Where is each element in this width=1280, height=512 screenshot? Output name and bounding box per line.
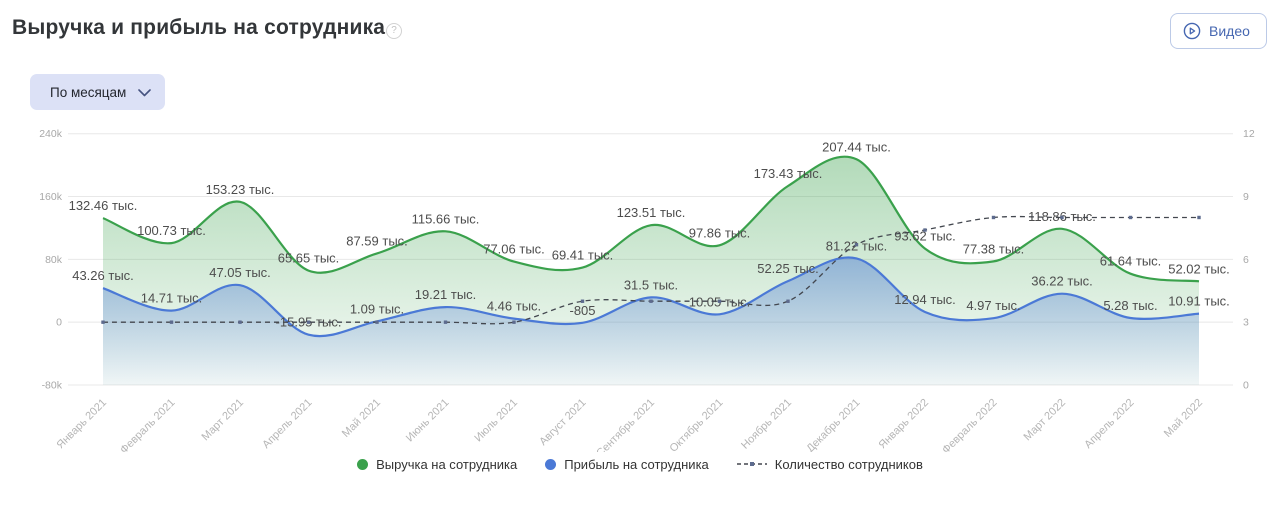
- svg-text:Ноябрь 2021: Ноябрь 2021: [739, 397, 794, 452]
- svg-text:-805: -805: [569, 303, 595, 318]
- legend-item-revenue[interactable]: Выручка на сотрудника: [357, 457, 517, 472]
- svg-text:87.59 тыс.: 87.59 тыс.: [346, 233, 408, 248]
- svg-text:Декабрь 2021: Декабрь 2021: [804, 397, 862, 452]
- svg-text:Июнь 2021: Июнь 2021: [404, 397, 452, 445]
- svg-text:61.64 тыс.: 61.64 тыс.: [1100, 254, 1162, 269]
- svg-text:Октябрь 2021: Октябрь 2021: [668, 397, 726, 452]
- play-icon: [1183, 22, 1201, 40]
- green-dot-icon: [357, 459, 369, 470]
- legend-label: Прибыль на сотрудника: [564, 457, 709, 472]
- period-dropdown-label: По месяцам: [50, 84, 127, 100]
- svg-text:153.23 тыс.: 153.23 тыс.: [206, 182, 275, 197]
- svg-text:Июль 2021: Июль 2021: [472, 397, 520, 445]
- svg-text:Март 2021: Март 2021: [200, 397, 247, 444]
- svg-text:123.51 тыс.: 123.51 тыс.: [617, 205, 686, 220]
- svg-text:9: 9: [1243, 191, 1249, 203]
- svg-text:80k: 80k: [45, 254, 63, 266]
- svg-text:97.86 тыс.: 97.86 тыс.: [689, 225, 751, 240]
- svg-text:Апрель 2021: Апрель 2021: [260, 397, 314, 451]
- svg-text:Май 2022: Май 2022: [1162, 397, 1205, 440]
- video-button-label: Видео: [1209, 23, 1250, 39]
- svg-text:Май 2021: Май 2021: [340, 397, 383, 440]
- svg-text:31.5 тыс.: 31.5 тыс.: [624, 277, 678, 292]
- svg-text:77.38 тыс.: 77.38 тыс.: [963, 241, 1025, 256]
- dashed-line-icon: [736, 457, 767, 472]
- svg-text:0: 0: [56, 317, 62, 329]
- help-icon[interactable]: ?: [386, 23, 402, 39]
- svg-text:43.26 тыс.: 43.26 тыс.: [72, 268, 134, 283]
- svg-text:10.91 тыс.: 10.91 тыс.: [1168, 294, 1230, 309]
- svg-text:5.28 тыс.: 5.28 тыс.: [1103, 298, 1157, 313]
- svg-text:93.62 тыс.: 93.62 тыс.: [894, 229, 956, 244]
- chevron-down-icon: [138, 85, 152, 100]
- svg-text:1.09 тыс.: 1.09 тыс.: [350, 301, 404, 316]
- svg-text:207.44 тыс.: 207.44 тыс.: [822, 139, 891, 154]
- svg-text:77.06 тыс.: 77.06 тыс.: [483, 242, 545, 257]
- svg-text:6: 6: [1243, 254, 1249, 266]
- svg-text:Апрель 2022: Апрель 2022: [1082, 397, 1136, 451]
- svg-text:4.97 тыс.: 4.97 тыс.: [966, 298, 1020, 313]
- svg-text:132.46 тыс.: 132.46 тыс.: [69, 198, 138, 213]
- legend-label: Выручка на сотрудника: [376, 457, 518, 472]
- video-button[interactable]: Видео: [1170, 13, 1267, 49]
- svg-text:173.43 тыс.: 173.43 тыс.: [754, 166, 823, 181]
- svg-text:115.66 тыс.: 115.66 тыс.: [412, 211, 480, 226]
- svg-text:Август 2021: Август 2021: [537, 397, 588, 448]
- svg-text:Январь 2022: Январь 2022: [877, 397, 932, 452]
- svg-text:Февраль 2021: Февраль 2021: [118, 397, 178, 452]
- legend-item-profit[interactable]: Прибыль на сотрудника: [545, 457, 709, 472]
- svg-text:Март 2022: Март 2022: [1022, 397, 1069, 444]
- period-dropdown[interactable]: По месяцам: [30, 74, 166, 110]
- legend-label: Количество сотрудников: [774, 457, 923, 472]
- svg-text:0: 0: [1243, 380, 1249, 392]
- svg-text:69.41 тыс.: 69.41 тыс.: [552, 248, 614, 263]
- svg-text:19.21 тыс.: 19.21 тыс.: [415, 287, 477, 302]
- svg-text:Январь 2021: Январь 2021: [55, 397, 110, 452]
- chart-plot: 240k 12 160k 9 80k 6 0 3 -80k 0 Январь 2021 Февраль…: [0, 120, 1280, 459]
- svg-text:Сентябрь 2021: Сентябрь 2021: [594, 397, 657, 452]
- svg-text:-80k: -80k: [42, 380, 63, 392]
- svg-text:240k: 240k: [39, 128, 63, 140]
- chart-legend: Выручка на сотрудника Прибыль на сотрудн…: [0, 457, 1280, 472]
- blue-dot-icon: [545, 459, 557, 470]
- page-title: Выручка и прибыль на сотрудника: [12, 16, 386, 39]
- legend-item-employees[interactable]: Количество сотрудников: [736, 457, 923, 472]
- svg-text:36.22 тыс.: 36.22 тыс.: [1031, 274, 1093, 289]
- svg-text:14.71 тыс.: 14.71 тыс.: [141, 291, 203, 306]
- svg-text:4.46 тыс.: 4.46 тыс.: [487, 299, 541, 314]
- svg-text:52.02 тыс.: 52.02 тыс.: [1168, 261, 1230, 276]
- svg-text:3: 3: [1243, 317, 1249, 329]
- svg-text:160k: 160k: [39, 191, 63, 203]
- svg-text:100.73 тыс.: 100.73 тыс.: [137, 223, 206, 238]
- svg-text:Февраль 2022: Февраль 2022: [940, 397, 1000, 452]
- svg-text:12: 12: [1243, 128, 1255, 140]
- svg-text:52.25 тыс.: 52.25 тыс.: [757, 261, 819, 276]
- svg-text:47.05 тыс.: 47.05 тыс.: [209, 265, 271, 280]
- svg-text:12.94 тыс.: 12.94 тыс.: [894, 292, 956, 307]
- svg-text:65.65 тыс.: 65.65 тыс.: [278, 251, 340, 266]
